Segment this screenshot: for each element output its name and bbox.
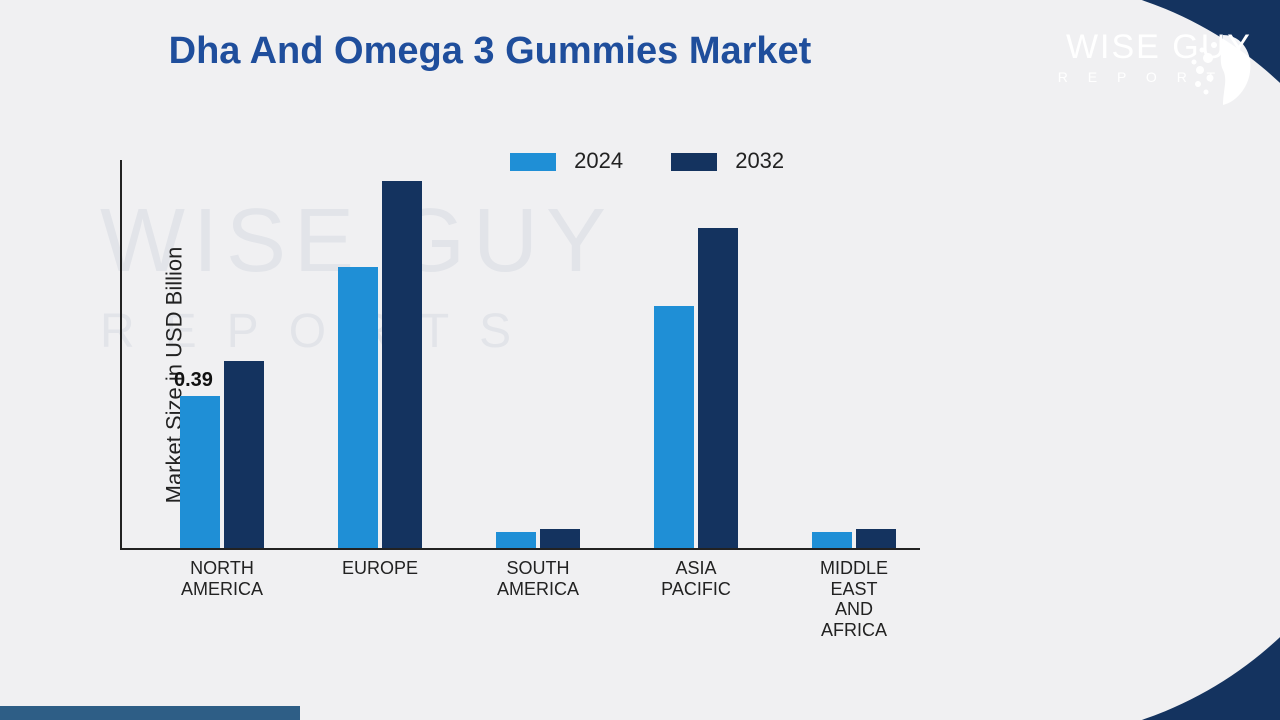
bar-group: MIDDLEEASTANDAFRICA [784, 158, 924, 548]
footer-accent [0, 706, 300, 720]
bar-2032 [698, 228, 738, 548]
bar-2032 [540, 529, 580, 549]
category-label: EUROPE [310, 558, 450, 579]
bar-group: SOUTHAMERICA [468, 158, 608, 548]
chart-title: Dha And Omega 3 Gummies Market [80, 30, 900, 73]
bar-2024 [496, 532, 536, 548]
category-label: NORTHAMERICA [152, 558, 292, 599]
bar-2032 [856, 529, 896, 549]
plot: NORTHAMERICAEUROPESOUTHAMERICAASIAPACIFI… [120, 160, 920, 550]
category-label: MIDDLEEASTANDAFRICA [784, 558, 924, 641]
bar-2024 [338, 267, 378, 548]
brand-logo: WISE GUY R E P O R T S [1058, 28, 1252, 85]
bar-2024 [812, 532, 852, 548]
bar-group: EUROPE [310, 158, 450, 548]
category-label: ASIAPACIFIC [626, 558, 766, 599]
bar-group: NORTHAMERICA [152, 158, 292, 548]
chart-area: Market Size in USD Billion NORTHAMERICAE… [100, 160, 920, 590]
bar-2032 [382, 181, 422, 548]
brand-panel: WISE GUY R E P O R T S [960, 0, 1280, 720]
bar-group: ASIAPACIFIC [626, 158, 766, 548]
value-label: 0.39 [174, 369, 213, 392]
bar-2032 [224, 361, 264, 548]
chart-canvas: WISE GUY R E P O R T S Dha And Omega 3 G… [0, 0, 1280, 720]
bar-2024 [654, 306, 694, 548]
category-label: SOUTHAMERICA [468, 558, 608, 599]
head-icon [1188, 30, 1258, 110]
bar-2024 [180, 396, 220, 548]
